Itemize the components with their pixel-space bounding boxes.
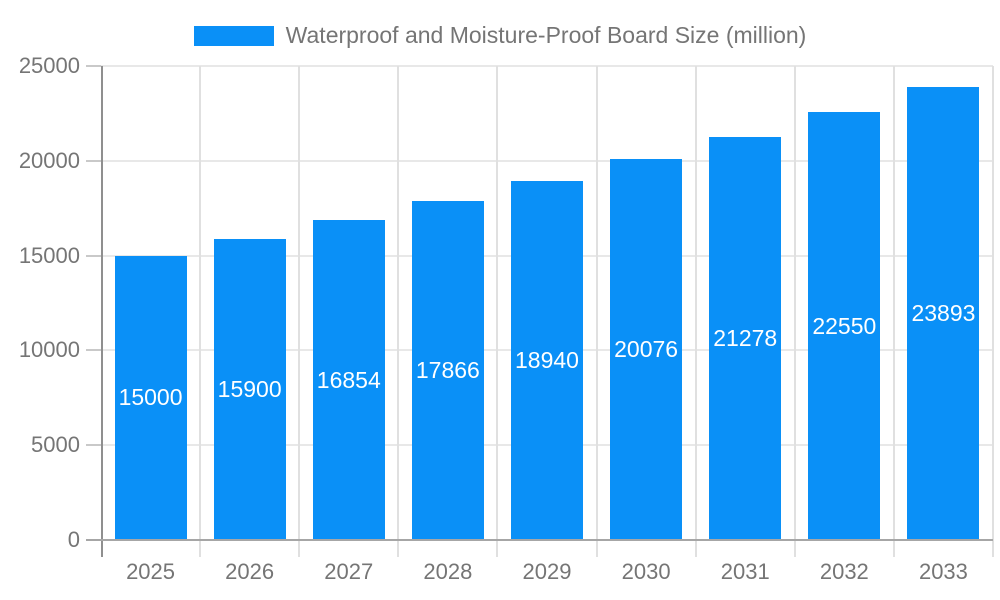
bar: 16854 [312,220,385,540]
legend-swatch [193,25,274,46]
y-tick [86,65,101,67]
y-tick-label: 5000 [31,432,80,458]
x-tick-label: 2026 [225,559,275,584]
y-tick-label: 15000 [18,242,80,268]
bar: 21278 [709,136,782,540]
x-tick-label: 2029 [522,559,572,584]
y-tick-label: 10000 [18,337,80,363]
x-axis-line [86,539,993,541]
y-tick-label: 20000 [18,147,80,173]
bar-value-label: 22550 [812,312,877,339]
x-tick-label: 2030 [621,559,671,584]
x-separator [793,66,796,557]
bar: 22550 [808,112,881,540]
y-tick [86,159,101,162]
x-separator [694,66,697,557]
y-tick [86,254,101,257]
bar-value-label: 15900 [217,375,282,402]
chart-legend: Waterproof and Moisture-Proof Board Size… [0,22,1000,49]
y-gridline [101,159,993,162]
x-separator [595,66,598,557]
y-tick [86,349,101,352]
y-gridline [101,65,993,67]
y-tick-label: 0 [67,527,80,552]
x-separator [892,66,895,557]
bar: 20076 [610,159,683,540]
chart-title: Waterproof and Moisture-Proof Board Size… [285,22,807,48]
y-tick-label: 25000 [18,53,80,78]
bar: 15000 [114,255,187,540]
x-separator [496,66,499,557]
bar-value-label: 16854 [316,366,381,393]
x-tick-label: 2028 [423,559,473,584]
x-tick-label: 2032 [819,559,869,584]
bar: 15900 [213,238,286,540]
bar-value-label: 23893 [911,299,976,326]
x-tick-label: 2033 [918,559,968,584]
x-separator [397,66,400,557]
x-tick-label: 2031 [720,559,770,584]
x-tick-label: 2027 [324,559,374,584]
y-axis-line [101,66,103,557]
bar-value-label: 18940 [515,346,579,373]
bar-value-label: 17866 [415,357,480,384]
y-tick [86,444,101,447]
bar: 17866 [411,201,484,540]
x-separator [992,66,994,557]
x-tick-label: 2025 [126,559,176,584]
x-separator [199,66,202,557]
bar: 23893 [907,86,980,540]
bar: 18940 [511,180,583,540]
bar-value-label: 15000 [118,384,183,411]
bar-value-label: 21278 [713,324,778,351]
bar-value-label: 20076 [614,336,679,363]
x-separator [298,66,301,557]
